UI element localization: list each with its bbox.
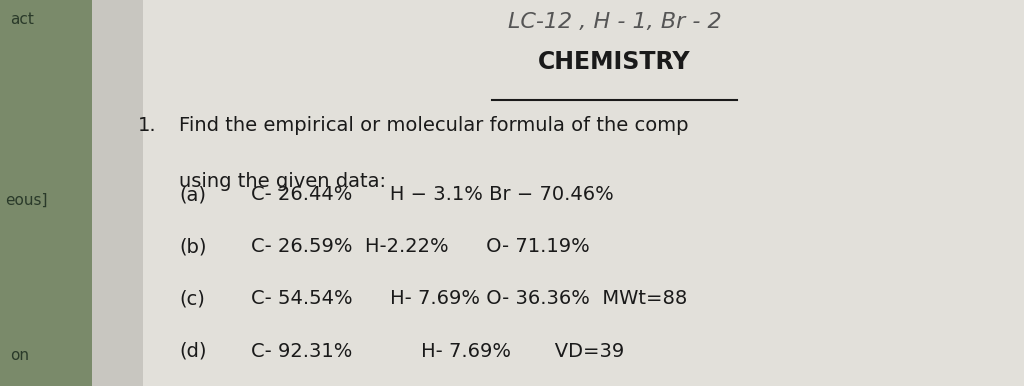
Text: 1.: 1.	[138, 116, 157, 135]
Text: C- 26.59%  H-2.22%      O- 71.19%: C- 26.59% H-2.22% O- 71.19%	[251, 237, 590, 256]
Text: (d): (d)	[179, 342, 207, 361]
Text: (c): (c)	[179, 290, 205, 308]
Text: (a): (a)	[179, 185, 206, 204]
Text: C- 54.54%      H- 7.69% O- 36.36%  MWt=88: C- 54.54% H- 7.69% O- 36.36% MWt=88	[251, 290, 687, 308]
Text: on: on	[10, 348, 30, 363]
Text: C- 26.44%      H − 3.1% Br − 70.46%: C- 26.44% H − 3.1% Br − 70.46%	[251, 185, 613, 204]
Text: act: act	[10, 12, 34, 27]
Text: (b): (b)	[179, 237, 207, 256]
FancyBboxPatch shape	[143, 0, 1024, 386]
Text: eous]: eous]	[5, 193, 48, 208]
Text: Find the empirical or molecular formula of the comp: Find the empirical or molecular formula …	[179, 116, 689, 135]
FancyBboxPatch shape	[92, 0, 143, 386]
Text: CHEMISTRY: CHEMISTRY	[538, 50, 691, 74]
FancyBboxPatch shape	[0, 0, 92, 386]
Text: C- 92.31%           H- 7.69%       VD=39: C- 92.31% H- 7.69% VD=39	[251, 342, 625, 361]
Text: LC-12 , H - 1, Br - 2: LC-12 , H - 1, Br - 2	[508, 12, 721, 32]
Text: using the given data:: using the given data:	[179, 172, 386, 191]
